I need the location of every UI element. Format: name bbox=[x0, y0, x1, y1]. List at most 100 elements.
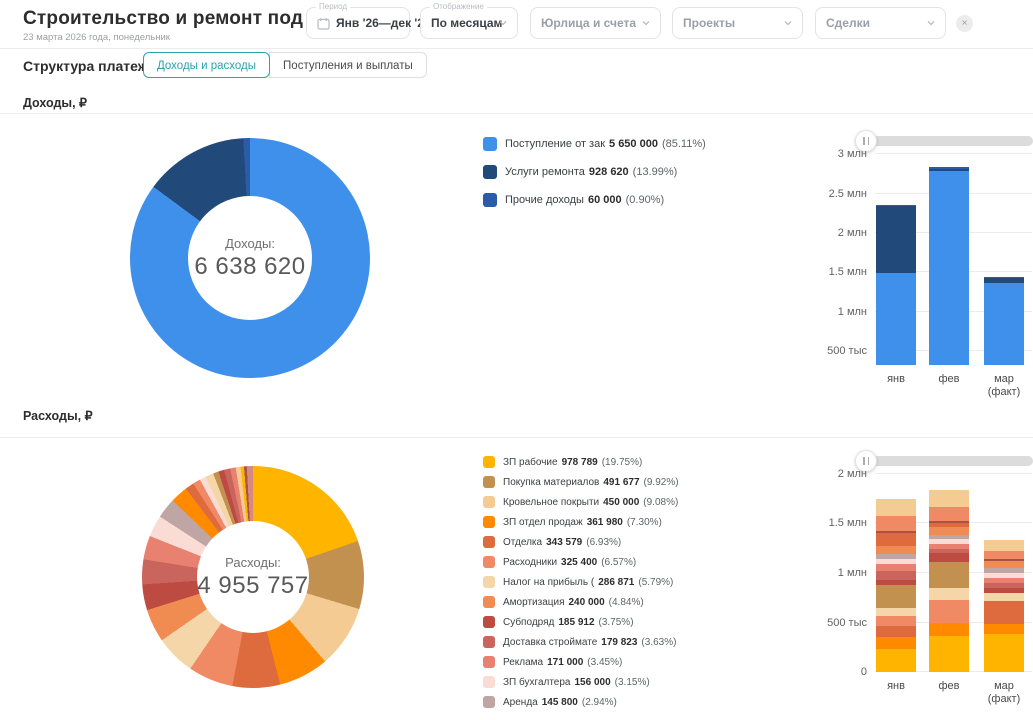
bar-segment[interactable] bbox=[929, 490, 969, 507]
bar-segment[interactable] bbox=[876, 648, 916, 672]
legend-item[interactable]: Покупка материалов 491 677 (9.92%) bbox=[483, 472, 679, 492]
legend-item[interactable]: Кровельное покрыти 450 000 (9.08%) bbox=[483, 492, 679, 512]
bar-segment[interactable] bbox=[929, 622, 969, 637]
bar-segment[interactable] bbox=[929, 167, 969, 170]
bar-segment[interactable] bbox=[929, 520, 969, 523]
grid-line bbox=[875, 472, 1032, 474]
bar-segment[interactable] bbox=[929, 534, 969, 540]
bar-segment[interactable] bbox=[929, 552, 969, 563]
legend-item[interactable]: Субподряд 185 912 (3.75%) bbox=[483, 612, 679, 632]
income-bar-chart: 3 млн 2.5 млн 2 млн 1.5 млн 1 млн 500 тыс янв ф… bbox=[827, 140, 1032, 398]
bar-segment[interactable] bbox=[876, 570, 916, 581]
bar-segment[interactable] bbox=[929, 562, 969, 589]
bar-segment[interactable] bbox=[929, 549, 969, 553]
legend-item[interactable]: Поступление от зак 5 650 000 (85.11%) bbox=[483, 130, 706, 158]
bar-segment[interactable] bbox=[984, 568, 1024, 574]
bar-segment[interactable] bbox=[876, 558, 916, 564]
expenses-donut-chart[interactable]: Расходы: 4 955 757 bbox=[142, 466, 364, 688]
bar-segment[interactable] bbox=[876, 546, 916, 554]
expenses-chart-scrollbar[interactable] bbox=[860, 456, 1033, 466]
bar-segment[interactable] bbox=[876, 515, 916, 531]
bar-segment[interactable] bbox=[876, 584, 916, 608]
bar-segment[interactable] bbox=[984, 278, 1024, 283]
display-mode-label: Отображение bbox=[430, 2, 487, 11]
bar-segment[interactable] bbox=[984, 588, 1024, 593]
bar-segment[interactable] bbox=[984, 583, 1024, 589]
tab-income-expense[interactable]: Доходы и расходы bbox=[143, 52, 271, 78]
projects-select[interactable]: Проекты bbox=[672, 7, 803, 39]
bar-segment[interactable] bbox=[876, 636, 916, 649]
legend-item[interactable]: Амортизация 240 000 (4.84%) bbox=[483, 592, 679, 612]
bar-segment[interactable] bbox=[984, 578, 1024, 584]
bar-segment[interactable] bbox=[876, 498, 916, 516]
bar-segment[interactable] bbox=[876, 273, 916, 365]
bar-segment[interactable] bbox=[876, 563, 916, 571]
bar-segment[interactable] bbox=[929, 526, 969, 535]
bar-segment[interactable] bbox=[929, 588, 969, 600]
legend-value: 60 000 bbox=[587, 194, 622, 206]
legend-value: 325 400 bbox=[561, 556, 598, 568]
legend-item[interactable]: Аренда 145 800 (2.94%) bbox=[483, 692, 679, 712]
period-filter[interactable]: Период Янв '26—дек '26 bbox=[306, 2, 431, 39]
legend-item[interactable]: ЗП отдел продаж 361 980 (7.30%) bbox=[483, 512, 679, 532]
bar-segment[interactable] bbox=[984, 551, 1024, 559]
expenses-legend: ЗП рабочие 978 789 (19.75%) Покупка материа… bbox=[483, 452, 679, 712]
x-axis-tick-label: фев bbox=[938, 373, 960, 385]
bar-segment[interactable] bbox=[984, 276, 1024, 279]
bar-segment[interactable] bbox=[929, 544, 969, 550]
tab-inflow-outflow[interactable]: Поступления и выплаты bbox=[269, 52, 427, 78]
entities-select[interactable]: Юрлица и счета bbox=[530, 7, 661, 39]
clear-filters-button[interactable]: × bbox=[956, 15, 973, 32]
bar-segment[interactable] bbox=[929, 599, 969, 623]
bar-segment[interactable] bbox=[876, 530, 916, 534]
expenses-chart-scroll-handle[interactable] bbox=[855, 450, 877, 472]
income-donut-chart[interactable]: Доходы: 6 638 620 bbox=[130, 138, 370, 378]
bar-segment[interactable] bbox=[876, 533, 916, 546]
bar-segment[interactable] bbox=[876, 625, 916, 637]
bar-segment[interactable] bbox=[929, 506, 969, 521]
bar-segment[interactable] bbox=[929, 170, 969, 365]
legend-item[interactable]: Услуги ремонта 928 620 (13.99%) bbox=[483, 158, 706, 186]
deals-select[interactable]: Сделки bbox=[815, 7, 946, 39]
bar-segment[interactable] bbox=[984, 558, 1024, 561]
bar-segment[interactable] bbox=[876, 616, 916, 626]
bar-segment[interactable] bbox=[984, 560, 1024, 569]
expenses-bar-chart: 2 млн 1.5 млн 1 млн 500 тыс 0 янв фев мар (факт) bbox=[827, 460, 1032, 705]
bar-segment[interactable] bbox=[876, 580, 916, 585]
legend-item[interactable]: Доставка строймате 179 823 (3.63%) bbox=[483, 632, 679, 652]
bar-segment[interactable] bbox=[984, 282, 1024, 365]
page-title: Строительство и ремонт под ключ bbox=[23, 8, 358, 29]
legend-percent: (3.15%) bbox=[614, 676, 650, 688]
bar-segment[interactable] bbox=[876, 607, 916, 617]
bar-segment[interactable] bbox=[984, 573, 1024, 579]
legend-item[interactable]: Прочие доходы 60 000 (0.90%) bbox=[483, 186, 706, 214]
income-chart-scrollbar[interactable] bbox=[860, 136, 1033, 146]
income-chart-scroll-handle[interactable] bbox=[855, 130, 877, 152]
legend-label: Налог на прибыль ( bbox=[503, 576, 595, 588]
legend-item[interactable]: Расходники 325 400 (6.57%) bbox=[483, 552, 679, 572]
legend-item[interactable]: ЗП бухгалтера 156 000 (3.15%) bbox=[483, 672, 679, 692]
legend-item[interactable]: Реклама 171 000 (3.45%) bbox=[483, 652, 679, 672]
legend-label: ЗП рабочие bbox=[503, 456, 558, 468]
bar-segment[interactable] bbox=[984, 624, 1024, 634]
bar-segment[interactable] bbox=[984, 633, 1024, 672]
legend-percent: (13.99%) bbox=[632, 166, 678, 178]
display-mode-select[interactable]: Отображение По месяцам bbox=[420, 2, 518, 39]
bar-segment[interactable] bbox=[929, 539, 969, 545]
bar-segment[interactable] bbox=[876, 553, 916, 559]
legend-item[interactable]: ЗП рабочие 978 789 (19.75%) bbox=[483, 452, 679, 472]
bar-segment[interactable] bbox=[984, 601, 1024, 624]
legend-swatch bbox=[483, 596, 495, 608]
legend-value: 185 912 bbox=[558, 616, 595, 628]
legend-item[interactable]: Налог на прибыль (286 871 (5.79%) bbox=[483, 572, 679, 592]
bar-segment[interactable] bbox=[984, 539, 1024, 552]
bar-segment[interactable] bbox=[984, 592, 1024, 602]
bar-segment[interactable] bbox=[876, 205, 916, 274]
bar-segment[interactable] bbox=[929, 169, 969, 171]
bar-segment[interactable] bbox=[876, 204, 916, 206]
legend-item[interactable]: Отделка 343 579 (6.93%) bbox=[483, 532, 679, 552]
bar-segment[interactable] bbox=[929, 636, 969, 672]
bar-segment[interactable] bbox=[929, 522, 969, 527]
legend-label: Доставка строймате bbox=[503, 636, 598, 648]
entities-placeholder: Юрлица и счета bbox=[541, 16, 637, 30]
